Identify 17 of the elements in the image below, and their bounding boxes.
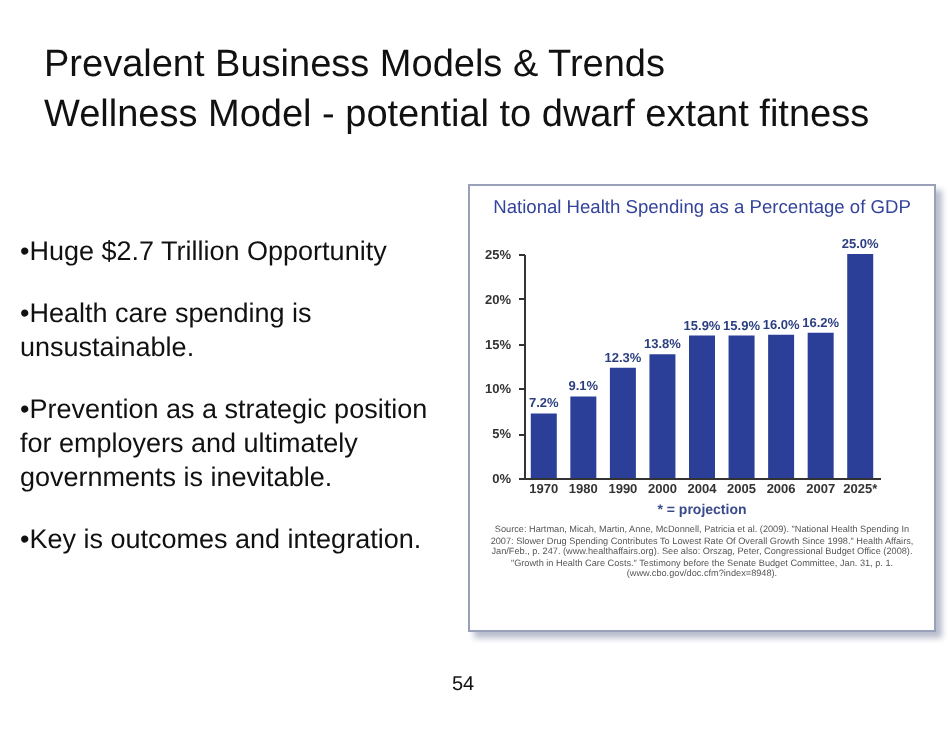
bar <box>689 335 715 478</box>
bar <box>609 367 636 478</box>
bar <box>570 396 597 478</box>
bar <box>649 354 676 478</box>
bar <box>530 413 557 478</box>
text: 54 <box>452 674 475 696</box>
text: Prevalent Business Models & Trends <box>44 42 667 90</box>
bar <box>768 334 795 478</box>
bar <box>847 254 874 478</box>
bar <box>728 335 755 478</box>
text: •Prevention as a strategic position for employers and ultimately governments is inevitable. <box>20 392 430 494</box>
bar <box>807 332 834 478</box>
chart-title: National Health Spending as a Percentage of GDP <box>493 197 911 218</box>
text: Wellness Model - potential to dwarf extant fitness <box>44 92 870 140</box>
text: •Key is outcomes and integration. <box>20 522 424 556</box>
text: •Huge $2.7 Trillion Opportunity <box>20 234 389 268</box>
text: •Health care spending is unsustainable. <box>20 296 314 364</box>
